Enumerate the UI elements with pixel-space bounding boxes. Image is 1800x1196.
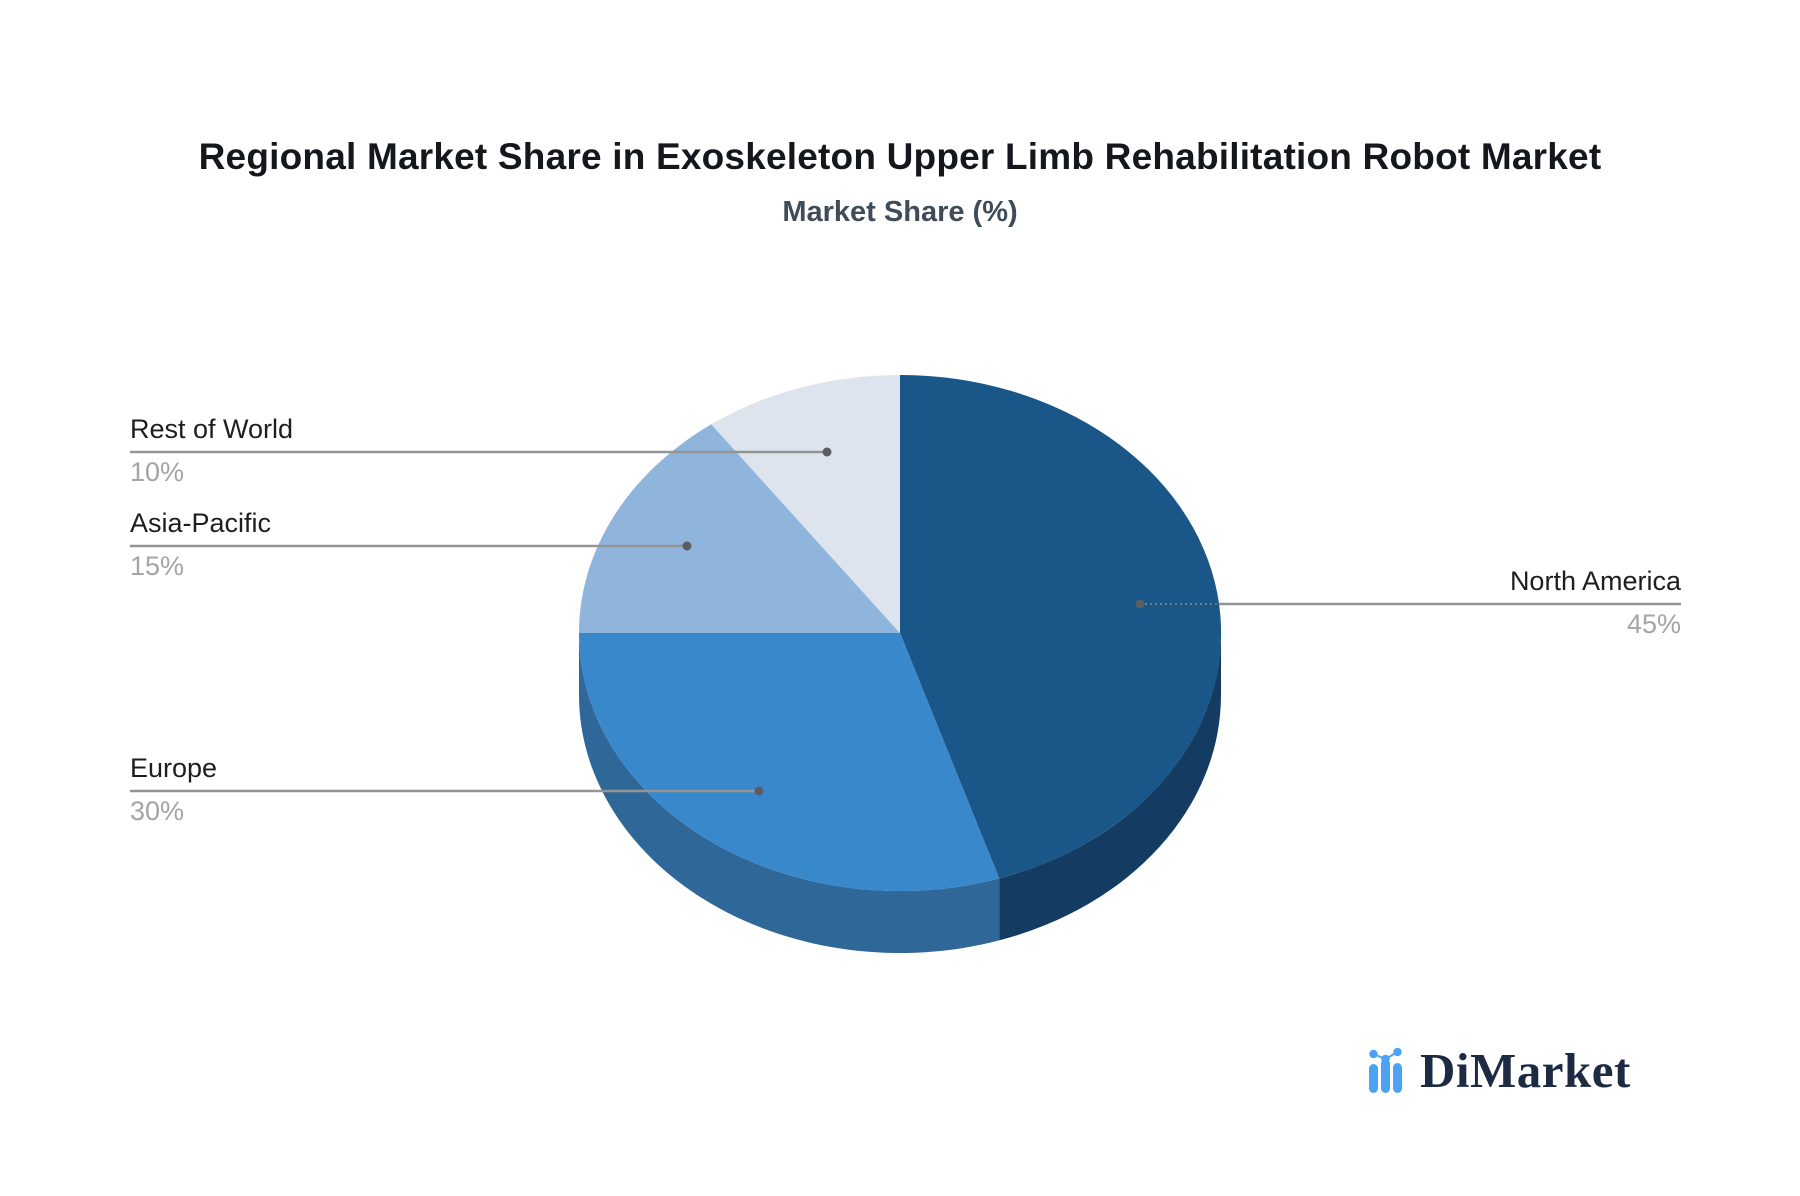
- callout-dot-asia-pacific: [682, 541, 692, 551]
- slice-rest-of-world: [711, 375, 900, 633]
- value-asia-pacific: 15%: [130, 551, 185, 581]
- chart-title: Regional Market Share in Exoskeleton Upp…: [198, 136, 1602, 177]
- slice-europe-side: [579, 633, 1000, 954]
- callout-dot-rest-of-world: [822, 447, 832, 457]
- slice-north-america: [900, 374, 1222, 879]
- slice-europe: [579, 633, 1000, 892]
- callout-dot-europe: [754, 786, 764, 796]
- callout-dot-north-america: [1135, 599, 1145, 609]
- bar-chart-icon: [1369, 1047, 1402, 1093]
- label-rest-of-world: Rest of World: [130, 414, 294, 444]
- dimarket-logo: DiMarket: [1362, 1030, 1662, 1100]
- slice-north-america-side: [999, 633, 1221, 941]
- value-north-america: 45%: [1626, 609, 1681, 639]
- value-rest-of-world: 10%: [130, 457, 185, 487]
- label-north-america: North America: [1509, 566, 1681, 596]
- logo-text: DiMarket: [1420, 1043, 1631, 1098]
- slice-asia-pacific: [579, 424, 900, 633]
- label-europe: Europe: [130, 753, 218, 783]
- label-asia-pacific: Asia-Pacific: [130, 508, 272, 538]
- value-europe: 30%: [130, 796, 185, 826]
- chart-subtitle: Market Share (%): [782, 196, 1018, 228]
